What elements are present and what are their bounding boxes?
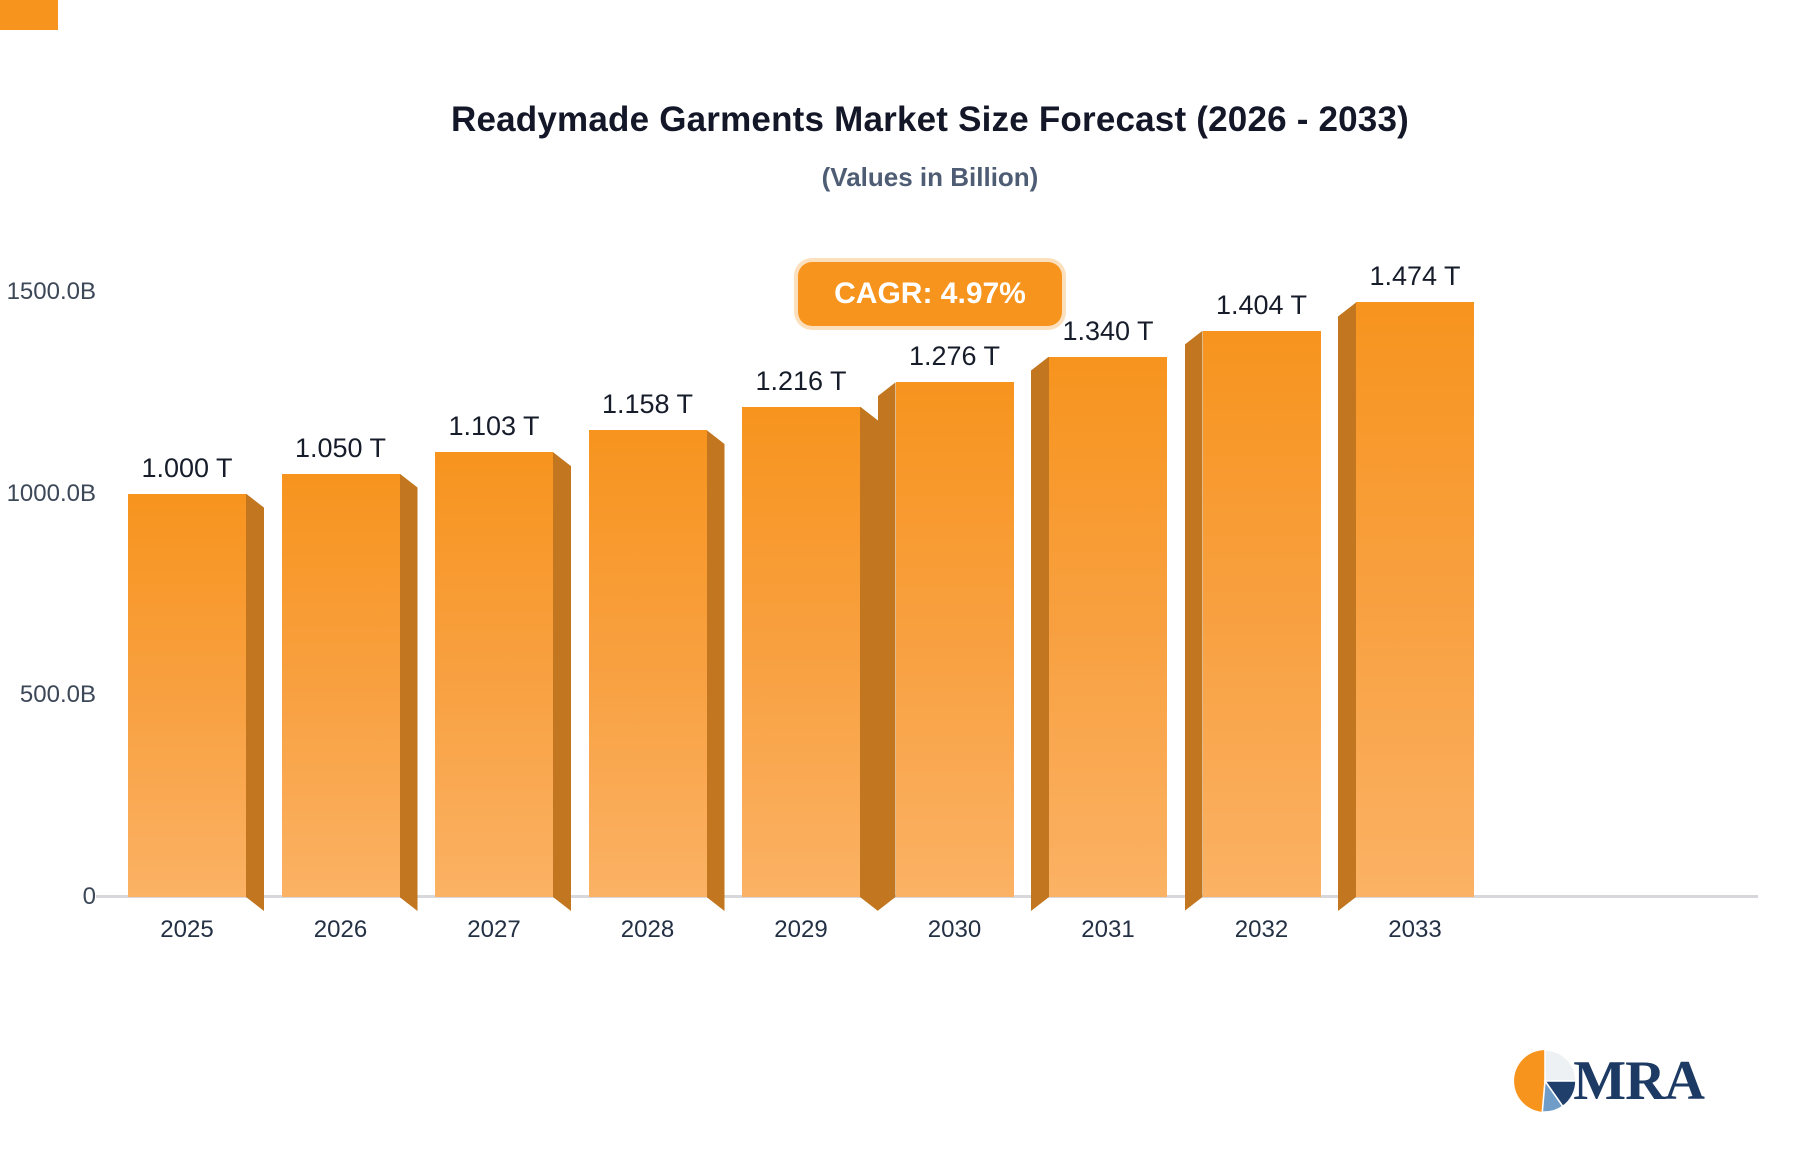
x-tick-label: 2032 bbox=[1234, 916, 1289, 943]
bar-side-face bbox=[1031, 357, 1049, 911]
bar-value-label: 1.158 T bbox=[601, 388, 694, 419]
x-tick-label: 2027 bbox=[467, 916, 521, 943]
chart-header: Readymade Garments Market Size Forecast … bbox=[60, 0, 1800, 193]
bar-value-label: 1.000 T bbox=[141, 452, 233, 483]
bar-value-label: 1.050 T bbox=[294, 432, 387, 463]
brand-logo-text: MRA bbox=[1573, 1050, 1705, 1112]
corner-accent bbox=[0, 0, 58, 30]
chart-title: Readymade Garments Market Size Forecast … bbox=[451, 100, 1409, 139]
bar-value-label: 1.276 T bbox=[908, 341, 1001, 372]
bar-side-face bbox=[1338, 302, 1356, 911]
bar-side-face bbox=[400, 474, 418, 912]
chart-subtitle: (Values in Billion) bbox=[821, 162, 1039, 192]
x-tick-label: 2026 bbox=[313, 916, 368, 943]
y-tick-label: 1000.0B bbox=[6, 479, 96, 507]
bar-side-face bbox=[707, 430, 725, 911]
bar-2028 bbox=[588, 429, 707, 897]
x-tick-label: 2025 bbox=[160, 916, 214, 943]
bar-value-label: 1.103 T bbox=[448, 411, 540, 442]
bar-2031 bbox=[1049, 356, 1167, 897]
cagr-badge-wrap: CAGR: 4.97% bbox=[60, 262, 1800, 326]
bar-side-face bbox=[878, 382, 896, 911]
bar-side-face bbox=[860, 407, 878, 911]
x-tick-label: 2030 bbox=[927, 916, 982, 943]
bar-side-face bbox=[246, 494, 264, 911]
brand-logo: MRA bbox=[1512, 1048, 1705, 1114]
x-tick-label: 2029 bbox=[774, 916, 828, 943]
bar-2032 bbox=[1202, 330, 1321, 897]
bar-side-face bbox=[1185, 331, 1203, 911]
bar-2029 bbox=[742, 406, 860, 897]
x-tick-label: 2033 bbox=[1388, 916, 1442, 943]
bar-2026 bbox=[281, 473, 400, 897]
cagr-badge: CAGR: 4.97% bbox=[798, 262, 1062, 326]
x-tick-label: 2028 bbox=[620, 916, 675, 943]
bar-value-label: 1.216 T bbox=[755, 365, 847, 396]
bar-side-face bbox=[553, 452, 571, 911]
bar-2030 bbox=[895, 382, 1014, 897]
bar-2027 bbox=[435, 452, 553, 897]
y-tick-label: 0 bbox=[82, 883, 96, 910]
bar-2033 bbox=[1356, 302, 1474, 897]
brand-logo-icon bbox=[1514, 1049, 1577, 1113]
bar-value-label: 1.404 T bbox=[1215, 289, 1308, 320]
bar-2025 bbox=[128, 493, 246, 897]
y-tick-label: 1500.0B bbox=[6, 278, 96, 305]
bar-value-label: 1.474 T bbox=[1369, 261, 1461, 292]
x-tick-label: 2031 bbox=[1081, 916, 1135, 943]
bar-value-label: 1.340 T bbox=[1062, 315, 1154, 346]
y-tick-label: 500.0B bbox=[19, 681, 96, 709]
